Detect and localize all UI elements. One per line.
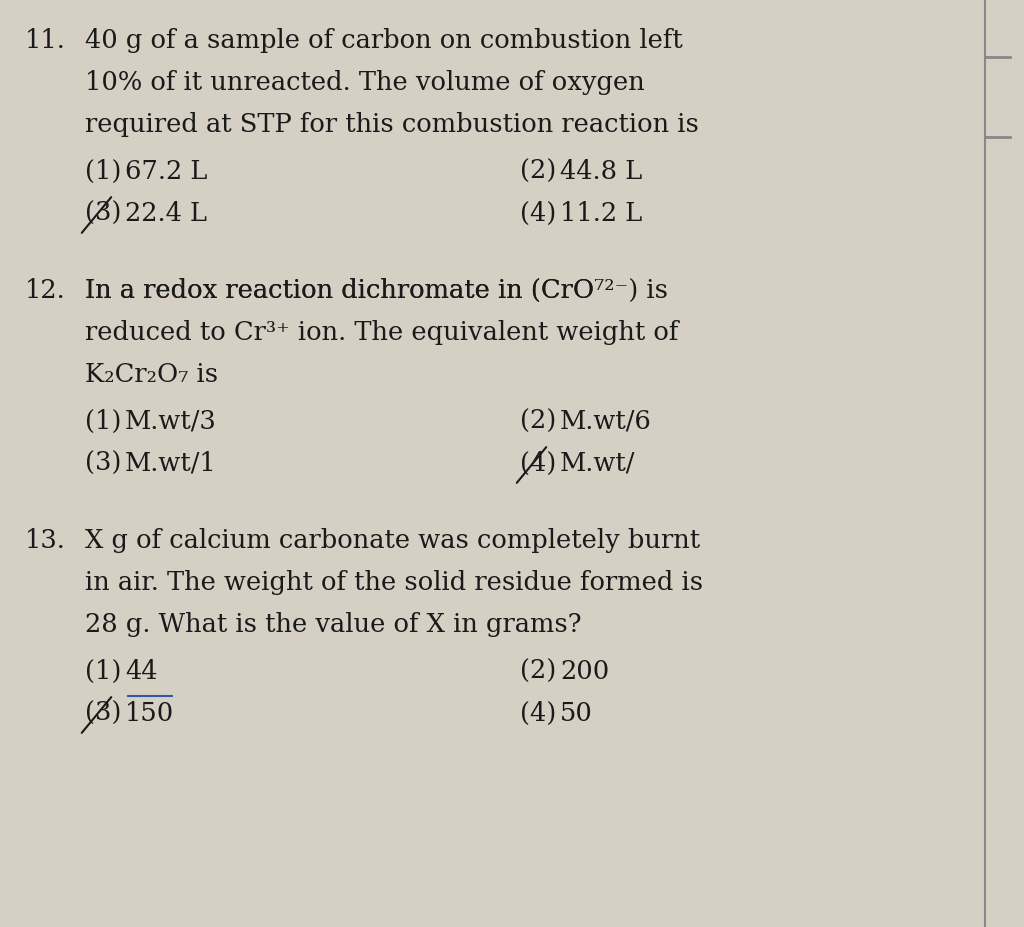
Text: In a redox reaction dichromate in (CrO⁷²⁻) is: In a redox reaction dichromate in (CrO⁷²… (85, 278, 668, 303)
Text: (4): (4) (520, 201, 556, 226)
Text: 10% of it unreacted. The volume of oxygen: 10% of it unreacted. The volume of oxyge… (85, 70, 645, 95)
Text: M.wt/: M.wt/ (560, 451, 635, 476)
Text: 40 g of a sample of carbon on combustion left: 40 g of a sample of carbon on combustion… (85, 28, 683, 53)
Text: 13.: 13. (25, 527, 66, 552)
Text: 200: 200 (560, 658, 609, 683)
Text: 150: 150 (125, 700, 174, 725)
Text: (2): (2) (520, 658, 556, 683)
Text: 44: 44 (125, 658, 158, 683)
Text: (4): (4) (520, 451, 556, 476)
Text: M.wt/6: M.wt/6 (560, 409, 652, 434)
Text: (2): (2) (520, 409, 556, 434)
Text: (3): (3) (85, 201, 122, 226)
Text: 44.8 L: 44.8 L (560, 159, 642, 184)
Text: M.wt/3: M.wt/3 (125, 409, 217, 434)
Text: (3): (3) (85, 700, 122, 725)
Text: 12.: 12. (25, 278, 66, 303)
Text: 11.: 11. (25, 28, 66, 53)
Text: 50: 50 (560, 700, 593, 725)
Text: 22.4 L: 22.4 L (125, 201, 207, 226)
Text: In a redox reaction dichromate in (CrO: In a redox reaction dichromate in (CrO (85, 278, 594, 303)
Text: (1): (1) (85, 658, 122, 683)
Text: M.wt/1: M.wt/1 (125, 451, 217, 476)
Text: (2): (2) (520, 159, 556, 184)
Text: reduced to Cr³⁺ ion. The equivalent weight of: reduced to Cr³⁺ ion. The equivalent weig… (85, 320, 678, 345)
Text: X g of calcium carbonate was completely burnt: X g of calcium carbonate was completely … (85, 527, 700, 552)
Text: K₂Cr₂O₇ is: K₂Cr₂O₇ is (85, 362, 218, 387)
Text: required at STP for this combustion reaction is: required at STP for this combustion reac… (85, 112, 698, 137)
Text: 67.2 L: 67.2 L (125, 159, 208, 184)
Text: 11.2 L: 11.2 L (560, 201, 642, 226)
Text: in air. The weight of the solid residue formed is: in air. The weight of the solid residue … (85, 569, 703, 594)
Text: 28 g. What is the value of X in grams?: 28 g. What is the value of X in grams? (85, 611, 582, 636)
Text: (1): (1) (85, 409, 122, 434)
Text: (3): (3) (85, 451, 122, 476)
Text: (4): (4) (520, 700, 556, 725)
Text: (1): (1) (85, 159, 122, 184)
